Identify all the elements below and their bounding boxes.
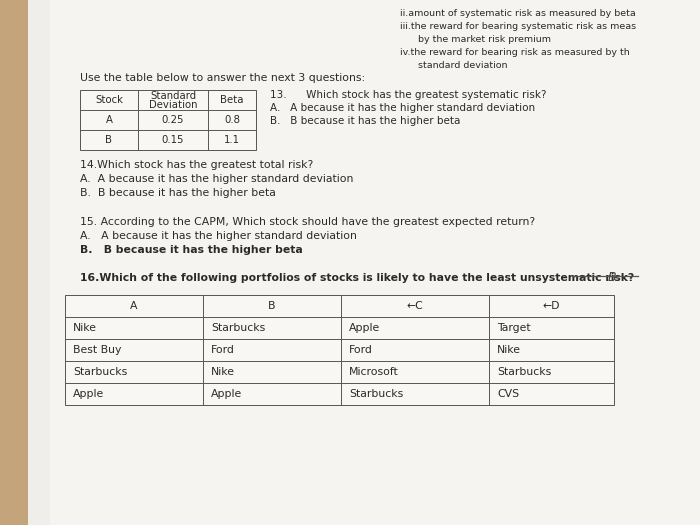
- Text: ii.amount of systematic risk as measured by beta: ii.amount of systematic risk as measured…: [400, 9, 636, 18]
- Text: B: B: [608, 271, 616, 284]
- Text: Starbucks: Starbucks: [349, 389, 403, 399]
- Text: A: A: [106, 115, 113, 125]
- Text: B.   B because it has the higher beta: B. B because it has the higher beta: [80, 245, 302, 255]
- Text: 1.1: 1.1: [224, 135, 240, 145]
- Text: iii.the reward for bearing systematic risk as meas: iii.the reward for bearing systematic ri…: [400, 22, 636, 31]
- Text: A.   A because it has the higher standard deviation: A. A because it has the higher standard …: [80, 231, 357, 241]
- Text: 14.Which stock has the greatest total risk?: 14.Which stock has the greatest total ri…: [80, 160, 314, 170]
- Text: standard deviation: standard deviation: [400, 61, 508, 70]
- Text: B.  B because it has the higher beta: B. B because it has the higher beta: [80, 188, 276, 198]
- Text: 0.25: 0.25: [162, 115, 184, 125]
- Text: Nike: Nike: [497, 345, 521, 355]
- Text: 0.8: 0.8: [224, 115, 240, 125]
- Text: Starbucks: Starbucks: [497, 367, 552, 377]
- Text: Stock: Stock: [95, 95, 123, 105]
- Bar: [80, 90, 256, 150]
- Bar: [100, 0, 700, 525]
- Text: Nike: Nike: [211, 367, 235, 377]
- Text: 15. According to the CAPM, Which stock should have the greatest expected return?: 15. According to the CAPM, Which stock s…: [80, 217, 535, 227]
- Text: 13.      Which stock has the greatest systematic risk?: 13. Which stock has the greatest systema…: [270, 90, 547, 100]
- Polygon shape: [50, 0, 700, 525]
- Text: B.   B because it has the higher beta: B. B because it has the higher beta: [270, 116, 461, 126]
- Text: Best Buy: Best Buy: [73, 345, 121, 355]
- Text: CVS: CVS: [497, 389, 519, 399]
- Text: 0.15: 0.15: [162, 135, 184, 145]
- Text: iv.the reward for bearing risk as measured by th: iv.the reward for bearing risk as measur…: [400, 48, 630, 57]
- Text: ←D: ←D: [542, 301, 560, 311]
- Text: Starbucks: Starbucks: [211, 323, 265, 333]
- Text: Standard: Standard: [150, 91, 196, 101]
- Text: Apple: Apple: [211, 389, 242, 399]
- Text: ←C: ←C: [407, 301, 424, 311]
- Text: Use the table below to answer the next 3 questions:: Use the table below to answer the next 3…: [80, 73, 365, 83]
- Text: B: B: [268, 301, 276, 311]
- Text: Beta: Beta: [220, 95, 244, 105]
- Text: Ford: Ford: [211, 345, 235, 355]
- Text: A.   A because it has the higher standard deviation: A. A because it has the higher standard …: [270, 103, 535, 113]
- Text: A.  A because it has the higher standard deviation: A. A because it has the higher standard …: [80, 174, 354, 184]
- Text: B: B: [106, 135, 113, 145]
- Text: by the market risk premium: by the market risk premium: [400, 35, 551, 44]
- Text: Ford: Ford: [349, 345, 373, 355]
- Text: A: A: [130, 301, 138, 311]
- Text: Target: Target: [497, 323, 531, 333]
- Text: 16.Which of the following portfolios of stocks is likely to have the least unsys: 16.Which of the following portfolios of …: [80, 273, 634, 283]
- Bar: [65, 295, 614, 405]
- Text: Apple: Apple: [349, 323, 380, 333]
- Text: Microsoft: Microsoft: [349, 367, 399, 377]
- Text: Starbucks: Starbucks: [73, 367, 127, 377]
- Text: Deviation: Deviation: [148, 100, 197, 110]
- Polygon shape: [28, 0, 700, 525]
- Text: Nike: Nike: [73, 323, 97, 333]
- Text: Apple: Apple: [73, 389, 104, 399]
